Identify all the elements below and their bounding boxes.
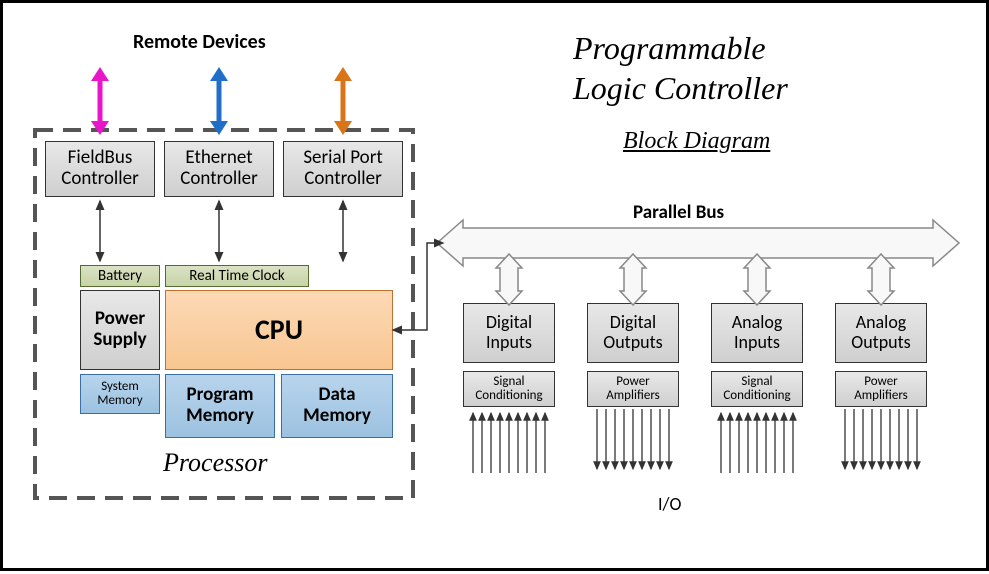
node-fieldbus: FieldBusController	[45, 141, 155, 197]
title-line2: Logic Controller	[573, 71, 788, 106]
node-sig2: SignalConditioning	[711, 371, 803, 407]
parallel-bus-label: Parallel Bus	[633, 203, 724, 224]
plc-block-diagram: Remote Devices Programmable Logic Contro…	[0, 0, 989, 571]
diagram-svg	[3, 3, 989, 574]
node-datamem: DataMemory	[281, 374, 393, 438]
title-line1: Programmable	[573, 31, 766, 66]
node-aout: AnalogOutputs	[835, 303, 927, 363]
node-amp2: PowerAmplifiers	[835, 371, 927, 407]
node-progmem: ProgramMemory	[165, 374, 275, 438]
node-power: PowerSupply	[80, 290, 160, 370]
node-ethernet: EthernetController	[164, 141, 274, 197]
node-dout: DigitalOutputs	[587, 303, 679, 363]
processor-label: Processor	[163, 449, 267, 478]
node-serial: Serial PortController	[283, 141, 403, 197]
node-rtc: Real Time Clock	[165, 265, 309, 287]
node-amp1: PowerAmplifiers	[587, 371, 679, 407]
node-sysmem: SystemMemory	[80, 374, 160, 414]
remote-devices-label: Remote Devices	[133, 31, 266, 53]
io-label: I/O	[658, 495, 681, 515]
subtitle: Block Diagram	[623, 128, 770, 154]
node-ain: AnalogInputs	[711, 303, 803, 363]
node-din: DigitalInputs	[463, 303, 555, 363]
node-battery: Battery	[80, 265, 160, 287]
node-cpu: CPU	[165, 290, 393, 370]
node-sig1: SignalConditioning	[463, 371, 555, 407]
